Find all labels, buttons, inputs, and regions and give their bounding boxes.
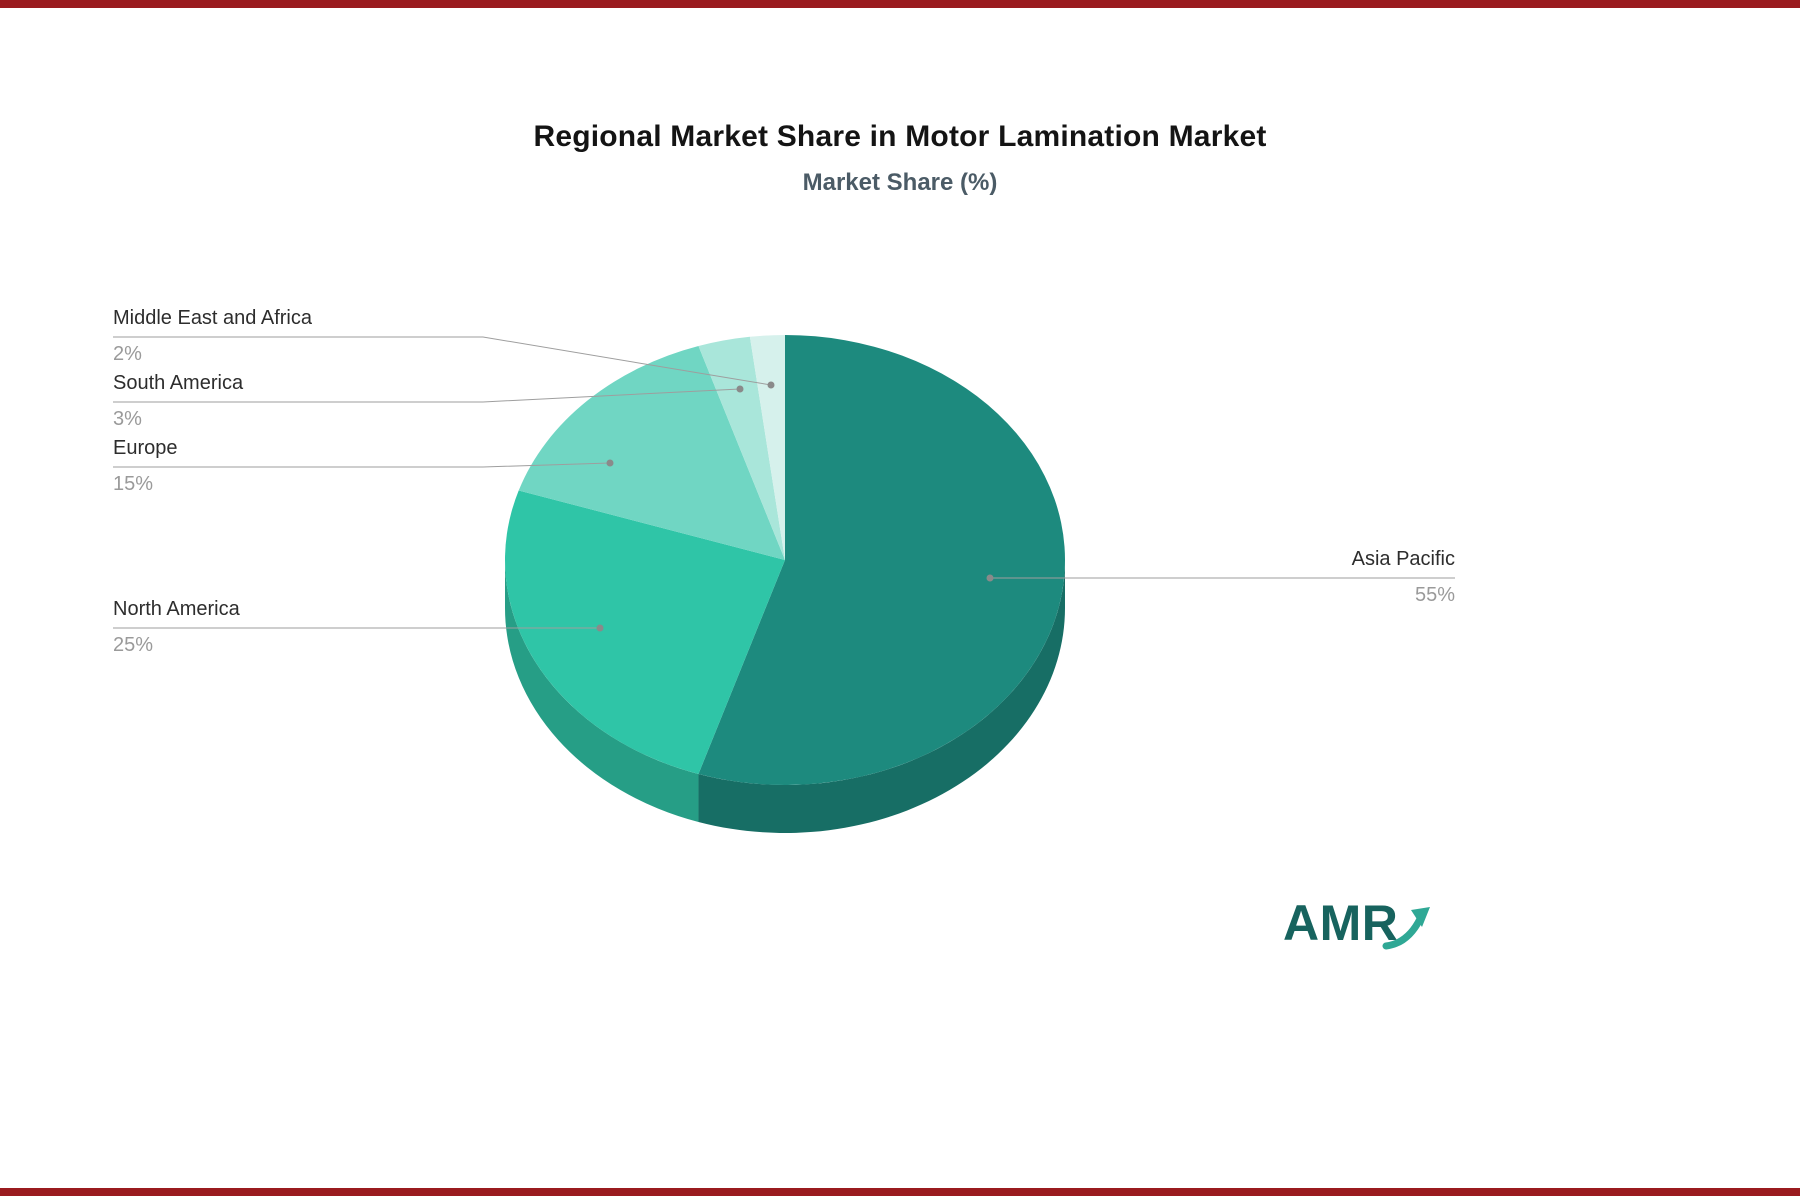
chart-title: Regional Market Share in Motor Laminatio… bbox=[533, 120, 1267, 153]
callout-dot-middle-east-and-africa bbox=[767, 381, 775, 389]
pie-slice-north-america bbox=[505, 490, 785, 774]
amr-logo: AMR bbox=[1283, 895, 1431, 952]
slice-label-asia-pacific: Asia Pacific bbox=[1351, 548, 1455, 570]
callout-dot-europe bbox=[606, 459, 614, 467]
slice-value-asia-pacific: 55% bbox=[1414, 584, 1455, 606]
pie-slice-side-asia-pacific bbox=[698, 560, 1065, 833]
callout-dot-south-america bbox=[736, 385, 744, 393]
pie-slice-middle-east-and-africa bbox=[749, 335, 785, 560]
chart-subtitle: Market Share (%) bbox=[802, 169, 998, 196]
top-border bbox=[0, 0, 1800, 8]
slice-value-south-america: 3% bbox=[113, 408, 142, 430]
slice-label-north-america: North America bbox=[113, 598, 240, 620]
slice-label-south-america: South America bbox=[113, 372, 244, 394]
slice-label-europe: Europe bbox=[113, 437, 178, 459]
pie-slice-side-north-america bbox=[505, 560, 699, 822]
callout-line-south-america bbox=[113, 388, 741, 403]
slice-value-middle-east-and-africa: 2% bbox=[113, 343, 142, 365]
amr-logo-arrow-icon bbox=[1382, 907, 1431, 950]
slice-label-middle-east-and-africa: Middle East and Africa bbox=[113, 307, 312, 329]
callout-dot-asia-pacific bbox=[986, 574, 994, 582]
callout-dot-north-america bbox=[596, 624, 604, 632]
slice-value-europe: 15% bbox=[113, 473, 154, 495]
bottom-border bbox=[0, 1188, 1800, 1196]
pie-slice-asia-pacific bbox=[698, 335, 1065, 785]
callout-line-europe bbox=[113, 462, 611, 468]
pie-slice-europe bbox=[518, 346, 785, 560]
amr-logo-text: AMR bbox=[1283, 895, 1399, 951]
callout-line-middle-east-and-africa bbox=[113, 336, 772, 386]
slice-value-north-america: 25% bbox=[113, 634, 154, 656]
pie-slice-south-america bbox=[698, 336, 785, 560]
